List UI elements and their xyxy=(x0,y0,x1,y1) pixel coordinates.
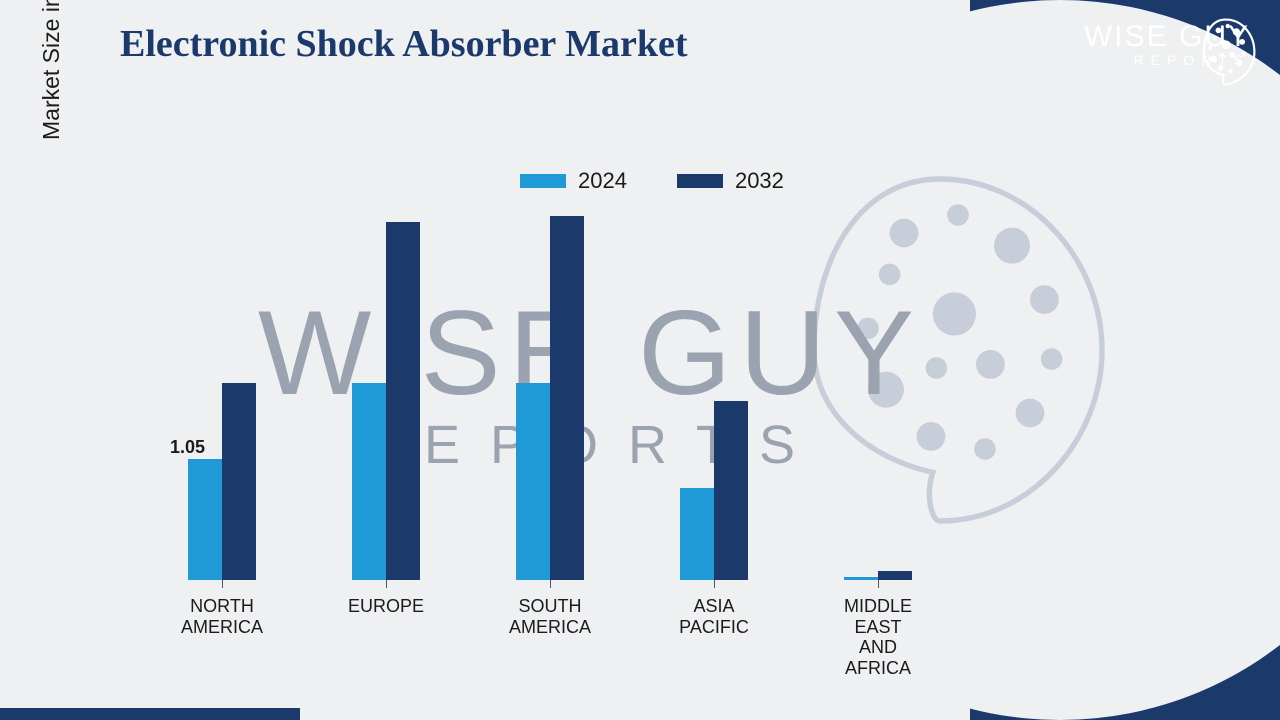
bar xyxy=(516,383,550,580)
x-label: NORTHAMERICA xyxy=(162,588,282,637)
x-tick: SOUTHAMERICA xyxy=(490,580,610,679)
x-tick: ASIAPACIFIC xyxy=(654,580,774,679)
tick-mark xyxy=(222,580,223,588)
canvas: WISE GUY REPORTS Electronic Shock Absorb… xyxy=(0,0,1280,720)
legend-swatch xyxy=(677,174,723,188)
head-icon xyxy=(1186,16,1258,88)
bar: 1.05 xyxy=(188,459,222,580)
x-tick: MIDDLEEASTANDAFRICA xyxy=(818,580,938,679)
bar-group xyxy=(516,216,584,580)
x-label: EUROPE xyxy=(326,588,446,617)
bar xyxy=(222,383,256,580)
plot-area: 1.05 xyxy=(140,210,960,580)
legend: 2024 2032 xyxy=(520,168,784,194)
bar xyxy=(878,571,912,580)
bar-group xyxy=(352,222,420,580)
footer-bar xyxy=(0,708,300,720)
bar-group xyxy=(680,401,748,580)
bar-group xyxy=(844,571,912,580)
x-label: MIDDLEEASTANDAFRICA xyxy=(818,588,938,679)
x-axis: NORTHAMERICA EUROPE SOUTHAMERICA ASIAPACIFI… xyxy=(140,580,960,679)
chart-wrap: 1.05 NORTHAMERICA EUROPE SOUTHAMERICA ASIAP… xyxy=(30,160,970,700)
legend-label: 2032 xyxy=(735,168,784,194)
x-tick: EUROPE xyxy=(326,580,446,679)
chart-title: Electronic Shock Absorber Market xyxy=(120,22,688,66)
bar xyxy=(550,216,584,580)
legend-label: 2024 xyxy=(578,168,627,194)
y-axis-label: Market Size in USD Billion xyxy=(38,0,65,140)
x-label: SOUTHAMERICA xyxy=(490,588,610,637)
legend-item: 2024 xyxy=(520,168,627,194)
brand-logo: WISE GUY REPORTS xyxy=(1084,20,1250,68)
bar xyxy=(386,222,420,580)
legend-item: 2032 xyxy=(677,168,784,194)
bar xyxy=(680,488,714,581)
x-tick: NORTHAMERICA xyxy=(162,580,282,679)
bar xyxy=(352,383,386,580)
bar xyxy=(714,401,748,580)
data-label: 1.05 xyxy=(170,437,205,458)
tick-mark xyxy=(878,580,879,588)
x-label: ASIAPACIFIC xyxy=(654,588,774,637)
tick-mark xyxy=(714,580,715,588)
tick-mark xyxy=(386,580,387,588)
legend-swatch xyxy=(520,174,566,188)
tick-mark xyxy=(550,580,551,588)
bar-group: 1.05 xyxy=(188,383,256,580)
